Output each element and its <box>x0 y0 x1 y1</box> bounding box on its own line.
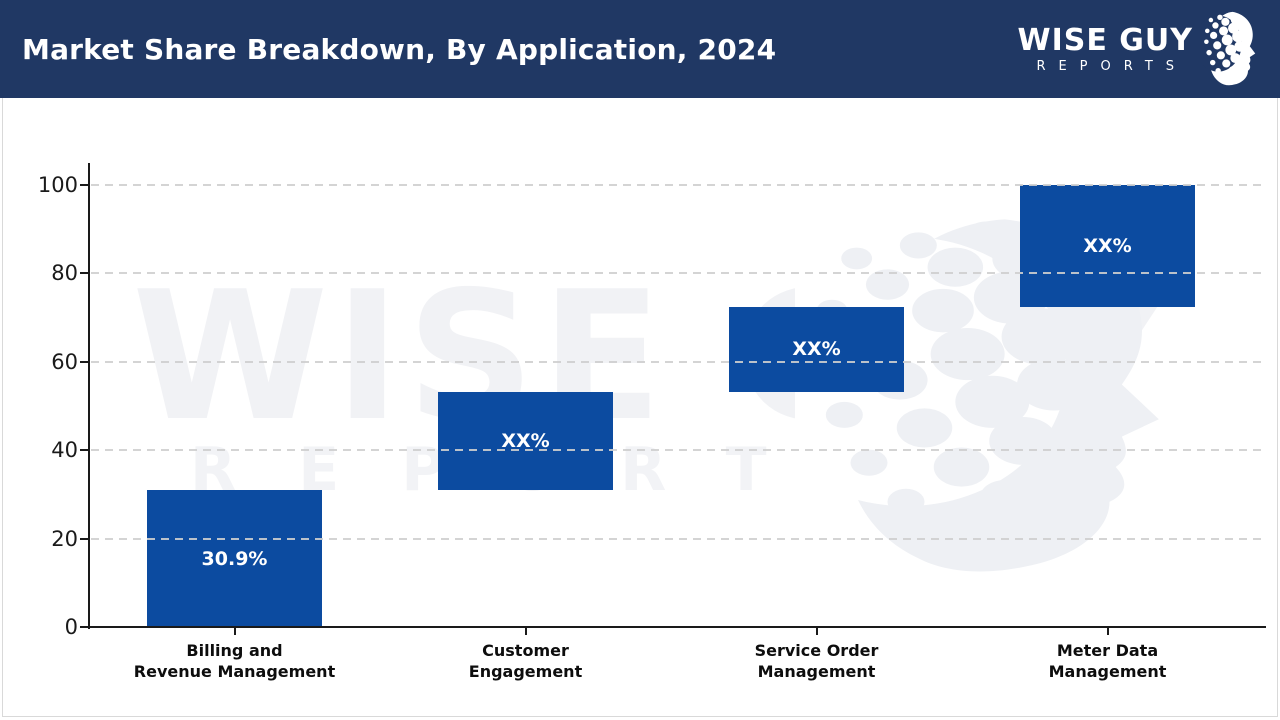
header-bar: Market Share Breakdown, By Application, … <box>0 0 1280 98</box>
y-tick-label: 60 <box>51 349 78 374</box>
y-tick-label: 20 <box>51 526 78 551</box>
y-tick-mark <box>80 537 89 540</box>
logo-face-icon <box>1200 11 1256 86</box>
brand-tagline: REPORTS <box>1036 58 1188 74</box>
category-label: Service Order Management <box>754 641 879 681</box>
y-tick-mark <box>80 184 89 186</box>
y-tick-mark <box>80 449 89 452</box>
y-tick-label: 80 <box>51 261 78 286</box>
bar-value-label: XX% <box>501 430 550 453</box>
bar-segment <box>147 490 322 627</box>
bar-value-label: XX% <box>792 338 841 361</box>
gridline <box>91 360 1266 363</box>
gridline <box>91 184 1266 186</box>
gridline <box>91 537 1266 540</box>
x-tick-mark <box>815 628 818 635</box>
x-tick-mark <box>524 628 527 635</box>
y-axis <box>88 163 90 629</box>
bar-value-label: 30.9% <box>201 547 268 570</box>
category-label: Billing and Revenue Management <box>133 641 336 681</box>
chart-title: Market Share Breakdown, By Application, … <box>22 32 777 66</box>
y-tick-label: 100 <box>37 173 78 197</box>
y-tick-mark <box>80 360 89 363</box>
chart-border-frame <box>2 98 1278 717</box>
x-tick-mark <box>233 628 236 635</box>
gridline <box>91 272 1266 275</box>
bar-segment <box>1020 185 1195 307</box>
category-label: Customer Engagement <box>468 641 583 681</box>
brand-name: WISE GUY <box>1017 22 1193 58</box>
gridline <box>91 449 1266 452</box>
x-axis <box>87 626 1266 628</box>
y-tick-label: 0 <box>64 615 78 639</box>
brand-logo-text: WISE GUY REPORTS <box>1017 22 1193 74</box>
x-tick-mark <box>1106 628 1109 635</box>
bar-value-label: XX% <box>1083 234 1132 257</box>
category-label: Meter Data Management <box>1048 641 1167 681</box>
brand-logo: WISE GUY REPORTS <box>1017 11 1258 87</box>
y-tick-label: 40 <box>51 438 78 463</box>
bar-segment <box>729 306 904 392</box>
bar-segment <box>438 391 613 491</box>
y-tick-mark <box>80 272 89 275</box>
y-tick-mark <box>80 626 89 628</box>
